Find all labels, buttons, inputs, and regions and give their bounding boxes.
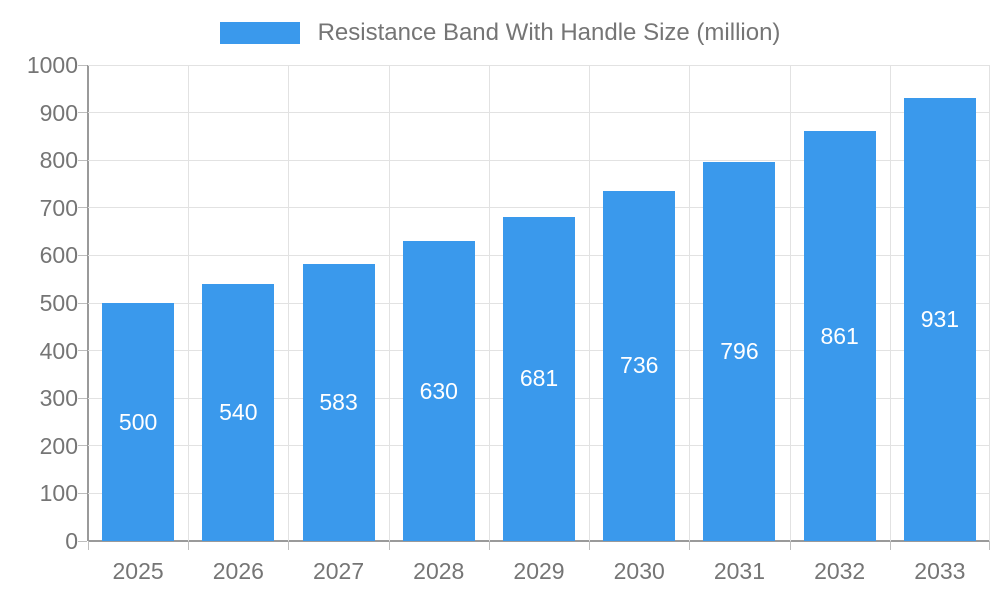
bar-2025[interactable]: 500 <box>102 303 175 541</box>
y-axis-tick <box>78 302 87 304</box>
x-axis-label: 2032 <box>814 558 866 584</box>
legend[interactable]: Resistance Band With Handle Size (millio… <box>0 18 1000 48</box>
bar-value-label: 500 <box>118 408 158 435</box>
plot-area: 500 540 583 630 681 736 796 861 931 <box>78 64 990 550</box>
x-axis-label: 2028 <box>413 558 465 584</box>
v-gridline <box>288 65 290 541</box>
y-axis-label: 200 <box>39 432 78 459</box>
bar-value-label: 630 <box>419 377 458 404</box>
x-axis-tick <box>689 541 691 550</box>
y-axis-tick <box>78 112 87 114</box>
legend-swatch-icon <box>219 22 300 44</box>
v-gridline <box>589 65 591 541</box>
v-gridline <box>789 65 791 541</box>
bar-value-label: 583 <box>319 388 358 415</box>
y-axis-label: 600 <box>39 242 78 269</box>
bar-value-label: 861 <box>820 322 859 349</box>
legend-label: Resistance Band With Handle Size (millio… <box>317 19 781 46</box>
h-gridline <box>88 112 990 114</box>
h-gridline <box>88 64 990 66</box>
v-gridline <box>488 65 490 541</box>
x-axis-tick <box>288 541 290 550</box>
y-axis-label: 500 <box>39 290 78 316</box>
x-axis-tick <box>188 541 190 550</box>
x-axis-tick <box>789 541 791 550</box>
x-axis-tick <box>388 541 390 550</box>
bar-2028[interactable]: 630 <box>402 241 475 541</box>
x-axis-tick <box>589 541 591 550</box>
x-axis-tick <box>88 541 89 550</box>
x-axis-label: 2031 <box>713 558 766 584</box>
x-axis-label: 2025 <box>112 558 164 584</box>
x-axis-label: 2030 <box>613 558 665 584</box>
y-axis-label: 100 <box>39 480 78 507</box>
bar-value-label: 736 <box>620 352 659 379</box>
v-gridline <box>989 65 990 541</box>
v-gridline <box>188 65 190 541</box>
y-axis-label: 700 <box>39 194 78 221</box>
bar-value-label: 540 <box>219 398 258 425</box>
y-axis-tick <box>78 254 87 256</box>
bar-2030[interactable]: 736 <box>603 190 676 541</box>
x-axis-label: 2029 <box>513 558 565 584</box>
y-axis-label: 1000 <box>26 52 78 78</box>
y-axis-label: 0 <box>65 528 78 554</box>
bar-2031[interactable]: 796 <box>703 162 776 541</box>
y-axis-tick <box>78 207 87 209</box>
x-axis-tick <box>989 541 990 550</box>
x-axis-label: 2026 <box>212 558 264 584</box>
x-axis-tick <box>488 541 490 550</box>
x-axis-line <box>88 540 990 542</box>
bar-2027[interactable]: 583 <box>302 263 375 541</box>
v-gridline <box>889 65 891 541</box>
bar-value-label: 931 <box>920 305 960 332</box>
bar-value-label: 796 <box>720 338 759 365</box>
bar-2032[interactable]: 861 <box>803 131 876 541</box>
y-axis-tick <box>78 350 87 352</box>
bar-value-label: 681 <box>519 365 559 392</box>
x-axis-label: 2033 <box>914 558 966 584</box>
x-axis-tick <box>889 541 891 550</box>
x-axis-label: 2027 <box>312 558 365 584</box>
bar-2033[interactable]: 931 <box>903 97 976 541</box>
v-gridline <box>689 65 691 541</box>
v-gridline <box>388 65 390 541</box>
y-axis-tick <box>78 445 87 447</box>
h-gridline <box>88 159 990 161</box>
y-axis-tick <box>78 540 87 542</box>
y-axis-label: 800 <box>39 147 78 174</box>
y-axis-tick <box>78 64 87 66</box>
y-axis-label: 400 <box>39 337 78 364</box>
h-gridline <box>88 207 990 209</box>
y-axis-tick <box>78 492 87 494</box>
y-axis-tick <box>78 159 87 161</box>
y-axis-label: 900 <box>39 99 78 126</box>
y-axis-label: 300 <box>39 385 78 412</box>
y-axis-tick <box>78 397 87 399</box>
bar-2029[interactable]: 681 <box>503 216 575 541</box>
bar-2026[interactable]: 540 <box>202 283 275 541</box>
